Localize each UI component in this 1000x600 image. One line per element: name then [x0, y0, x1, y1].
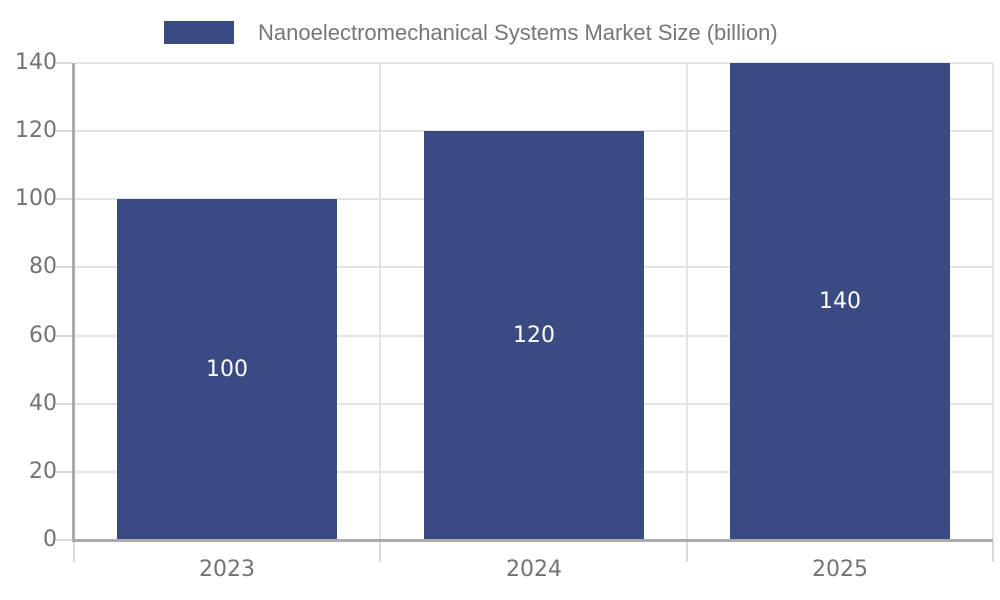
y-axis-line	[72, 63, 75, 540]
y-tick-label: 120	[15, 118, 57, 143]
x-tick-label: 2025	[812, 557, 868, 582]
y-tick-mark	[56, 403, 72, 405]
y-tick-label: 100	[15, 186, 57, 211]
y-tick-mark	[56, 198, 72, 200]
chart-legend: Nanoelectromechanical Systems Market Siz…	[164, 20, 778, 45]
y-tick-label: 80	[29, 254, 57, 279]
x-tick-mark	[73, 542, 75, 562]
h-gridline	[74, 62, 993, 64]
v-gridline	[686, 63, 688, 540]
y-tick-mark	[56, 62, 72, 64]
y-tick-mark	[56, 266, 72, 268]
x-tick-label: 2023	[199, 557, 255, 582]
v-gridline	[379, 63, 381, 540]
x-tick-mark	[686, 542, 688, 562]
y-tick-label: 40	[29, 391, 57, 416]
x-axis-line	[72, 539, 993, 542]
legend-swatch	[164, 21, 234, 44]
y-tick-mark	[56, 539, 72, 541]
y-tick-label: 140	[15, 50, 57, 75]
x-tick-label: 2024	[506, 557, 562, 582]
y-tick-label: 0	[43, 527, 57, 552]
y-tick-label: 60	[29, 323, 57, 348]
bar	[117, 199, 337, 540]
bar-value-label: 120	[513, 323, 555, 348]
y-tick-label: 20	[29, 459, 57, 484]
bar	[730, 63, 950, 540]
bar	[424, 131, 644, 540]
legend-title-label: Nanoelectromechanical Systems Market Siz…	[258, 20, 778, 45]
y-tick-mark	[56, 471, 72, 473]
v-gridline	[992, 63, 994, 540]
y-tick-mark	[56, 130, 72, 132]
bar-value-label: 100	[206, 357, 248, 382]
bar-value-label: 140	[819, 289, 861, 314]
y-tick-mark	[56, 335, 72, 337]
x-tick-mark	[379, 542, 381, 562]
x-tick-mark	[992, 542, 994, 562]
